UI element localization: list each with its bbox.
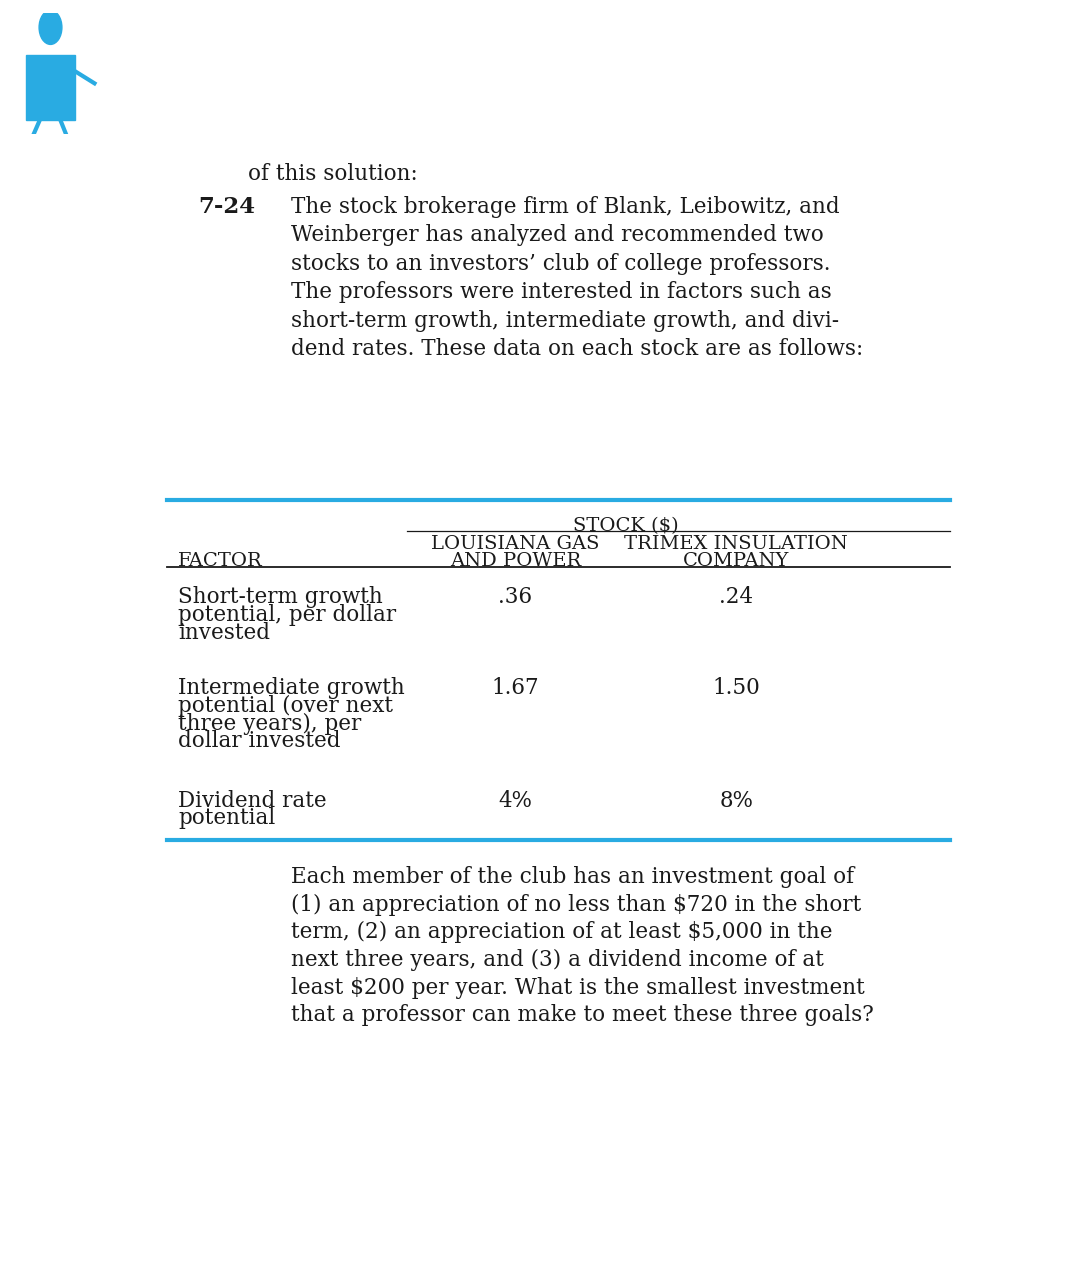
Text: 4%: 4% xyxy=(498,790,532,812)
Text: invested: invested xyxy=(178,622,270,644)
Text: LOUISIANA GAS: LOUISIANA GAS xyxy=(431,535,599,553)
Text: least $200 per year. What is the smallest investment: least $200 per year. What is the smalles… xyxy=(291,977,864,998)
Text: of this solution:: of this solution: xyxy=(248,163,418,184)
Text: The stock brokerage firm of Blank, Leibowitz, and: The stock brokerage firm of Blank, Leibo… xyxy=(291,196,839,218)
Text: potential: potential xyxy=(178,808,276,829)
Text: dollar invested: dollar invested xyxy=(178,731,341,753)
Text: potential, per dollar: potential, per dollar xyxy=(178,604,396,626)
Text: (1) an appreciation of no less than $720 in the short: (1) an appreciation of no less than $720… xyxy=(291,893,861,915)
Text: 8%: 8% xyxy=(719,790,754,812)
Text: 1.50: 1.50 xyxy=(712,677,760,699)
Text: term, (2) an appreciation of at least $5,000 in the: term, (2) an appreciation of at least $5… xyxy=(291,922,832,943)
Text: potential (over next: potential (over next xyxy=(178,695,393,717)
Text: TRIMEX INSULATION: TRIMEX INSULATION xyxy=(624,535,848,553)
Text: three years), per: three years), per xyxy=(178,713,362,735)
Text: Intermediate growth: Intermediate growth xyxy=(178,677,405,699)
Text: .24: .24 xyxy=(719,586,754,608)
Text: Dividend rate: Dividend rate xyxy=(178,790,327,812)
Polygon shape xyxy=(26,55,75,120)
Text: Each member of the club has an investment goal of: Each member of the club has an investmen… xyxy=(291,865,854,888)
Text: short-term growth, intermediate growth, and divi-: short-term growth, intermediate growth, … xyxy=(291,310,838,332)
Text: AND POWER: AND POWER xyxy=(450,552,581,570)
Text: that a professor can make to meet these three goals?: that a professor can make to meet these … xyxy=(291,1005,873,1027)
Text: STOCK ($): STOCK ($) xyxy=(572,517,679,535)
Text: COMPANY: COMPANY xyxy=(683,552,790,570)
Text: next three years, and (3) a dividend income of at: next three years, and (3) a dividend inc… xyxy=(291,948,823,972)
Text: .36: .36 xyxy=(498,586,532,608)
Text: 1.67: 1.67 xyxy=(492,677,540,699)
Text: 7-24: 7-24 xyxy=(198,196,255,218)
Text: Weinberger has analyzed and recommended two: Weinberger has analyzed and recommended … xyxy=(291,224,823,247)
Text: Short-term growth: Short-term growth xyxy=(178,586,383,608)
Text: The professors were interested in factors such as: The professors were interested in factor… xyxy=(291,282,832,303)
Text: dend rates. These data on each stock are as follows:: dend rates. These data on each stock are… xyxy=(291,338,863,361)
Text: FACTOR: FACTOR xyxy=(178,552,263,570)
Text: stocks to an investors’ club of college professors.: stocks to an investors’ club of college … xyxy=(291,253,831,275)
Circle shape xyxy=(39,10,62,45)
